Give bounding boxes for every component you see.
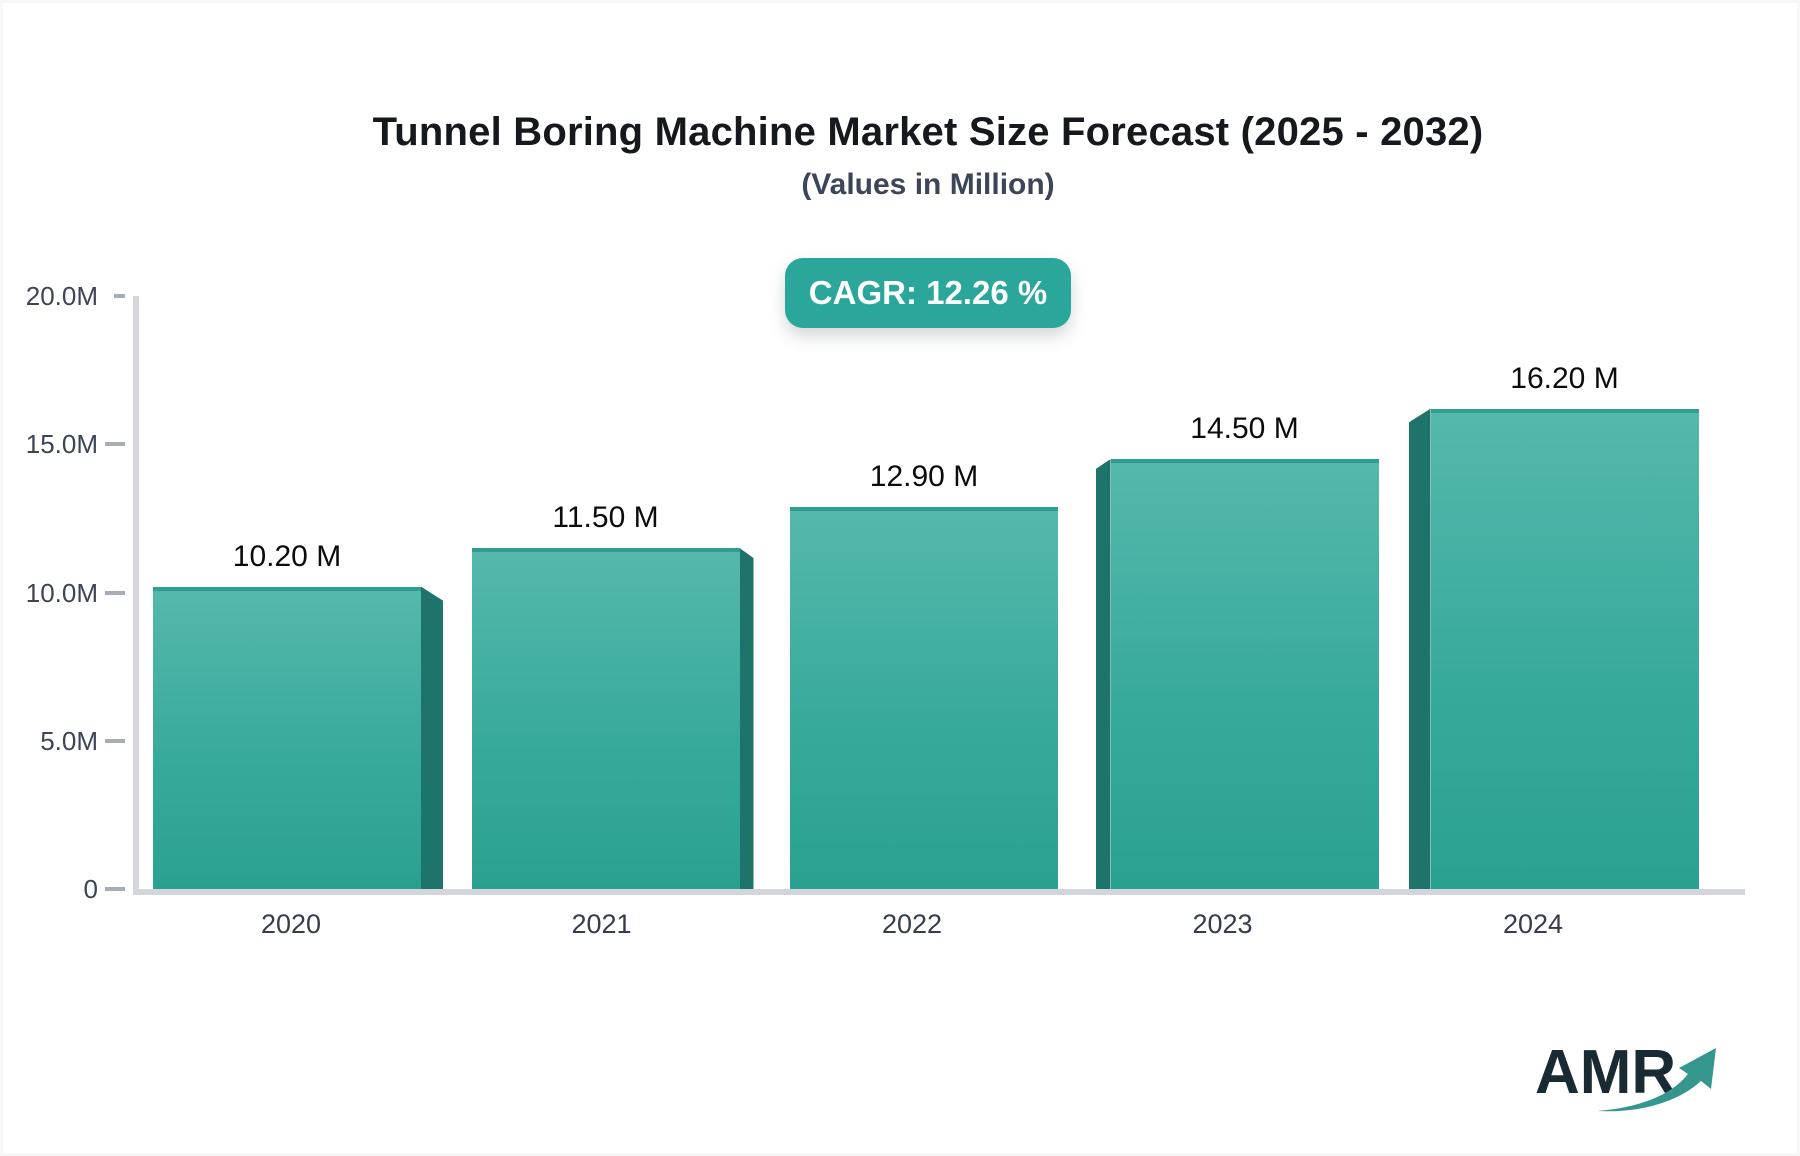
bar-value-label: 12.90 M: [869, 459, 979, 493]
y-tick-mark: [105, 442, 125, 447]
y-tick-label: 0: [83, 874, 98, 904]
bar: [1110, 459, 1379, 889]
amr-logo-text: AMR: [1535, 1038, 1676, 1107]
y-tick-label: 5.0M: [40, 725, 98, 756]
amr-logo-arrow-icon: [1597, 1048, 1716, 1112]
cagr-badge: CAGR: 12.26 %: [785, 258, 1071, 328]
bar: [153, 586, 421, 889]
plot-area: 0 5.0M 10.0M 15.0M 20.0M 10.20 M 2020 11.50 M 20…: [26, 281, 1745, 939]
y-axis-line: [133, 296, 139, 889]
y-tick-label: 20.0M: [25, 281, 98, 311]
bar: [1430, 408, 1699, 889]
y-tick-mark: [105, 887, 125, 891]
x-axis-year-label: 2021: [571, 909, 632, 939]
y-tick-mark: [114, 294, 125, 298]
x-axis-year-label: 2022: [881, 909, 943, 939]
x-axis-year-label: 2020: [260, 909, 322, 939]
bar-value-label: 14.50 M: [1190, 412, 1299, 446]
chart-card: Tunnel Boring Machine Market Size Foreca…: [3, 3, 1797, 1153]
cagr-badge-label: CAGR: 12.26 %: [808, 274, 1048, 311]
bar-side-face: [1408, 408, 1431, 889]
y-tick-mark: [105, 590, 125, 595]
bar-value-label: 11.50 M: [552, 501, 659, 535]
x-axis-year-label: 2024: [1502, 909, 1564, 939]
x-axis-baseline: [133, 889, 1745, 895]
bar-side-face: [739, 548, 754, 889]
bar: [471, 548, 740, 889]
bar-value-label: 10.20 M: [232, 539, 342, 573]
y-tick-mark: [105, 738, 125, 743]
bar: [790, 506, 1058, 889]
chart-subtitle: (Values in Million): [801, 168, 1055, 201]
bar-side-face: [1095, 459, 1111, 889]
amr-logo: AMR: [1535, 1038, 1716, 1112]
y-tick-label: 10.0M: [25, 577, 98, 608]
chart-title: Tunnel Boring Machine Market Size Foreca…: [372, 110, 1484, 154]
bar-value-label: 16.20 M: [1510, 361, 1619, 395]
bar-side-face: [421, 586, 443, 889]
y-tick-label: 15.0M: [25, 429, 98, 460]
x-axis-year-label: 2023: [1192, 909, 1253, 939]
